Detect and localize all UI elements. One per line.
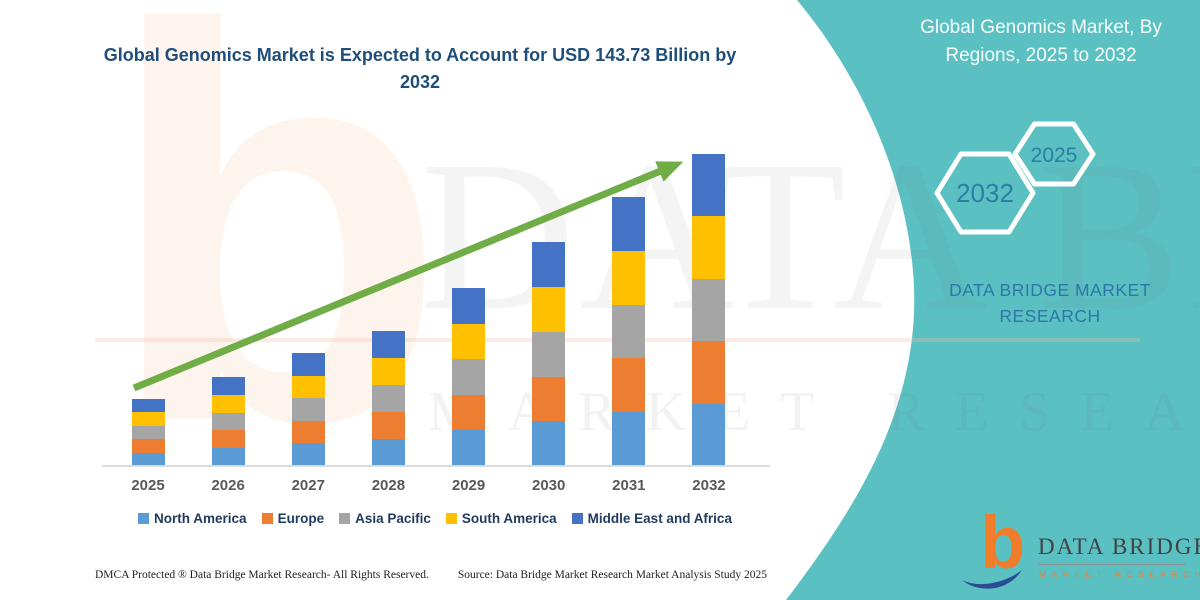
bar-segment-middle-east-and-africa [211, 377, 245, 395]
bar-segment-europe [211, 430, 245, 449]
bar-segment-middle-east-and-africa [532, 242, 566, 288]
x-axis-label-2025: 2025 [131, 477, 165, 494]
bar-segment-europe [532, 376, 566, 422]
bar-segment-middle-east-and-africa [131, 398, 165, 413]
hexagon-2032 [934, 151, 1036, 235]
legend-swatch [138, 513, 150, 524]
side-panel-title: Global Genomics Market, By Regions, 2025… [920, 17, 1162, 66]
bar-segment-middle-east-and-africa [612, 196, 646, 251]
footer: DMCA Protected ® Data Bridge Market Rese… [95, 569, 767, 581]
hexagon-badges: 2032 2025 [934, 121, 1096, 235]
x-axis-label-2026: 2026 [211, 477, 245, 494]
bar-segment-europe [612, 358, 646, 413]
bar-segment-north-america [612, 412, 646, 466]
legend-swatch [445, 513, 457, 524]
legend-item: Asia Pacific [339, 511, 431, 526]
legend-label: Europe [277, 511, 325, 526]
stacked-bar-2026 [211, 377, 245, 466]
footer-copyright: DMCA Protected ® Data Bridge Market Rese… [95, 569, 429, 581]
stacked-bar-2032 [692, 154, 726, 466]
legend-label: North America [154, 511, 247, 526]
bar-segment-south-america [612, 250, 646, 305]
bar-segment-europe [131, 439, 165, 453]
logo-divider [1038, 564, 1186, 565]
legend-label: South America [461, 511, 557, 526]
bar-segment-asia-pacific [131, 425, 165, 440]
bar-segment-south-america [131, 412, 165, 426]
bar-segment-south-america [692, 216, 726, 279]
legend-label: Middle East and Africa [587, 511, 732, 526]
x-axis-label-2032: 2032 [692, 477, 726, 494]
x-axis-labels: 2025 2026 2027 2028 2029 2030 2031 2032 [100, 477, 772, 499]
x-axis-line [102, 465, 770, 467]
legend-item: North America [138, 511, 247, 526]
bar-segment-europe [291, 420, 325, 444]
bar-segment-south-america [371, 358, 405, 386]
bar-segment-middle-east-and-africa [452, 288, 486, 324]
logo-tagline: MARKET RESEARCH [1039, 569, 1200, 579]
bar-segment-south-america [452, 323, 486, 360]
legend-swatch [339, 513, 351, 524]
stacked-bar-2028 [371, 331, 405, 466]
bar-segment-north-america [371, 439, 405, 466]
x-axis-label-2030: 2030 [532, 477, 566, 494]
bar-segment-middle-east-and-africa [692, 154, 726, 217]
legend-swatch [571, 513, 583, 524]
bar-segment-middle-east-and-africa [291, 353, 325, 376]
stacked-bar-2025 [131, 398, 165, 466]
legend-label: Asia Pacific [355, 511, 431, 526]
bar-segment-asia-pacific [291, 398, 325, 421]
footer-source: Source: Data Bridge Market Research Mark… [457, 569, 767, 581]
stacked-bar-2027 [291, 353, 325, 466]
bar-segment-asia-pacific [532, 331, 566, 377]
x-axis-label-2031: 2031 [612, 477, 646, 494]
logo-brand-name: DATA BRIDGE [1038, 534, 1200, 559]
bar-segment-south-america [211, 394, 245, 413]
bar-segment-south-america [532, 287, 566, 332]
stacked-bar-2030 [532, 242, 566, 466]
x-axis-label-2028: 2028 [371, 477, 406, 494]
hexagon-2025-label: 2025 [1031, 144, 1078, 167]
plot-area [100, 146, 772, 466]
bar-segment-europe [452, 394, 486, 431]
logo-b-icon: b [980, 501, 1026, 584]
x-axis-label-2029: 2029 [451, 477, 486, 494]
legend-item: Europe [261, 511, 325, 526]
bar-segment-north-america [532, 421, 566, 466]
legend-item: South America [445, 511, 557, 526]
bar-segment-asia-pacific [612, 304, 646, 359]
hexagon-2025 [1012, 121, 1096, 187]
bar-segment-north-america [131, 452, 165, 466]
bar-segment-north-america [692, 403, 726, 466]
bar-segment-asia-pacific [692, 278, 726, 342]
stacked-bar-2029 [452, 288, 486, 466]
bar-segment-asia-pacific [452, 359, 486, 395]
bar-segment-europe [371, 412, 405, 440]
chart-legend: North America Europe Asia Pacific South Ame… [95, 511, 775, 526]
chart-title: Global Genomics Market is Expected to Ac… [103, 45, 737, 92]
x-axis-label-2027: 2027 [291, 477, 325, 494]
legend-swatch [261, 513, 273, 524]
bar-segment-asia-pacific [211, 412, 245, 431]
legend-item: Middle East and Africa [571, 511, 732, 526]
bar-segment-north-america [291, 443, 325, 466]
data-bridge-logo: b DATA BRIDGE MARKET RESEARCH [952, 506, 1200, 596]
bar-segment-middle-east-and-africa [371, 331, 405, 359]
logo-swoosh-icon [962, 570, 1022, 589]
hexagon-2032-label: 2032 [956, 178, 1014, 208]
bar-segment-north-america [452, 430, 486, 466]
bar-segment-north-america [211, 448, 245, 466]
bar-segment-south-america [291, 375, 325, 399]
side-panel-brand-text: DATA BRIDGE MARKET RESEARCH [949, 280, 1151, 326]
bar-segment-asia-pacific [371, 385, 405, 413]
stacked-bar-2031 [612, 196, 646, 466]
bar-segment-europe [692, 341, 726, 404]
